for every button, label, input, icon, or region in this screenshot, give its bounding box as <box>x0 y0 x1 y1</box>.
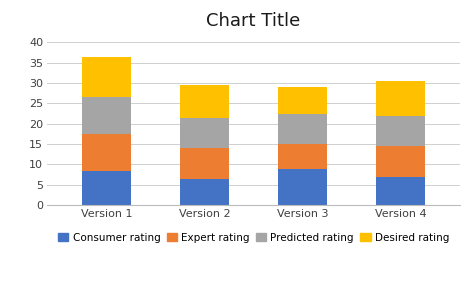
Bar <box>180 85 229 118</box>
Bar <box>278 114 327 144</box>
Bar <box>180 148 229 179</box>
Bar <box>376 116 426 146</box>
Bar <box>82 171 131 205</box>
Bar <box>180 179 229 205</box>
Bar <box>278 144 327 168</box>
Bar <box>376 146 426 177</box>
Bar <box>180 118 229 148</box>
Bar <box>82 97 131 134</box>
Bar <box>376 177 426 205</box>
Bar <box>376 81 426 116</box>
Legend: Consumer rating, Expert rating, Predicted rating, Desired rating: Consumer rating, Expert rating, Predicte… <box>58 233 449 243</box>
Bar <box>278 87 327 114</box>
Bar <box>278 168 327 205</box>
Bar <box>82 134 131 171</box>
Bar <box>82 57 131 97</box>
Title: Chart Title: Chart Title <box>207 12 301 30</box>
